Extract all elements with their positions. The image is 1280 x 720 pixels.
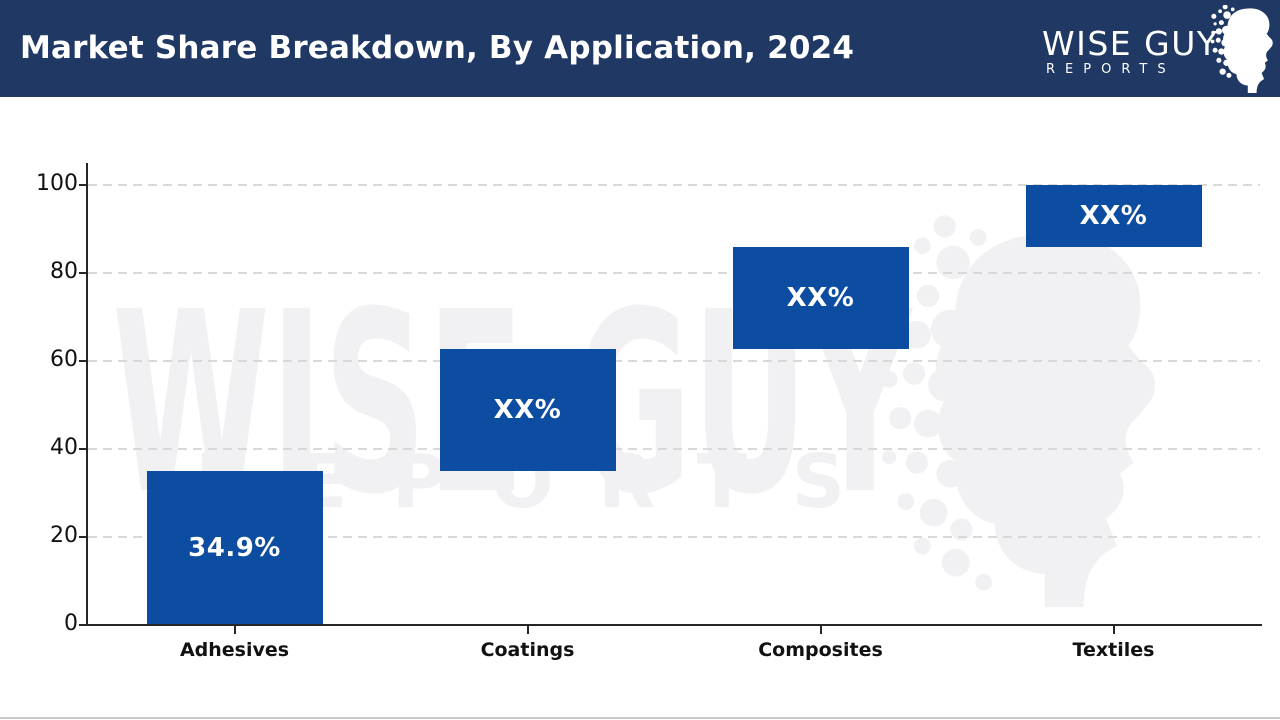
y-tick-mark: [79, 448, 87, 450]
bar-value-label: 34.9%: [188, 533, 281, 564]
gridline-80: [88, 272, 1260, 274]
x-category-label: Composites: [758, 639, 883, 661]
gridline-20: [88, 536, 1260, 538]
bar-segment-coatings: XX%: [439, 348, 616, 472]
y-tick-label: 0: [64, 611, 78, 636]
y-tick-label: 80: [50, 259, 78, 284]
x-tick-mark: [819, 626, 822, 634]
bar-value-label: XX%: [1079, 201, 1148, 232]
y-tick-label: 60: [50, 347, 78, 372]
logo-subtitle: REPORTS: [1046, 62, 1176, 77]
x-tick-mark: [233, 626, 236, 634]
gridline-60: [88, 360, 1260, 362]
x-tick-mark: [526, 626, 529, 634]
gridline-40: [88, 448, 1260, 450]
chart-title: Market Share Breakdown, By Application, …: [20, 30, 855, 66]
y-axis-line: [86, 163, 88, 626]
y-tick-label: 20: [50, 523, 78, 548]
bar-value-label: XX%: [786, 283, 855, 314]
bar-segment-composites: XX%: [732, 247, 909, 349]
wise-guy-reports-logo: WISE GUY REPORTS: [1038, 0, 1276, 97]
footer-divider: [0, 717, 1280, 719]
bar-segment-adhesives: 34.9%: [146, 471, 323, 625]
x-tick-mark: [1112, 626, 1115, 634]
x-category-label: Coatings: [480, 639, 575, 661]
y-tick-mark: [79, 184, 87, 186]
y-tick-label: 40: [50, 435, 78, 460]
logo-head-icon: [1210, 5, 1273, 93]
gridline-100: [88, 184, 1260, 186]
y-tick-mark: [79, 360, 87, 362]
bar-segment-textiles: XX%: [1025, 185, 1202, 248]
y-tick-label: 100: [36, 171, 78, 196]
header-banner: Market Share Breakdown, By Application, …: [0, 0, 1280, 97]
x-category-label: Adhesives: [179, 639, 290, 661]
y-tick-mark: [79, 624, 87, 626]
bar-value-label: XX%: [493, 395, 562, 426]
logo-wordmark: WISE GUY: [1042, 24, 1219, 63]
x-axis-line: [86, 624, 1262, 626]
x-category-label: Textiles: [1072, 639, 1155, 661]
y-tick-mark: [79, 272, 87, 274]
y-tick-mark: [79, 536, 87, 538]
